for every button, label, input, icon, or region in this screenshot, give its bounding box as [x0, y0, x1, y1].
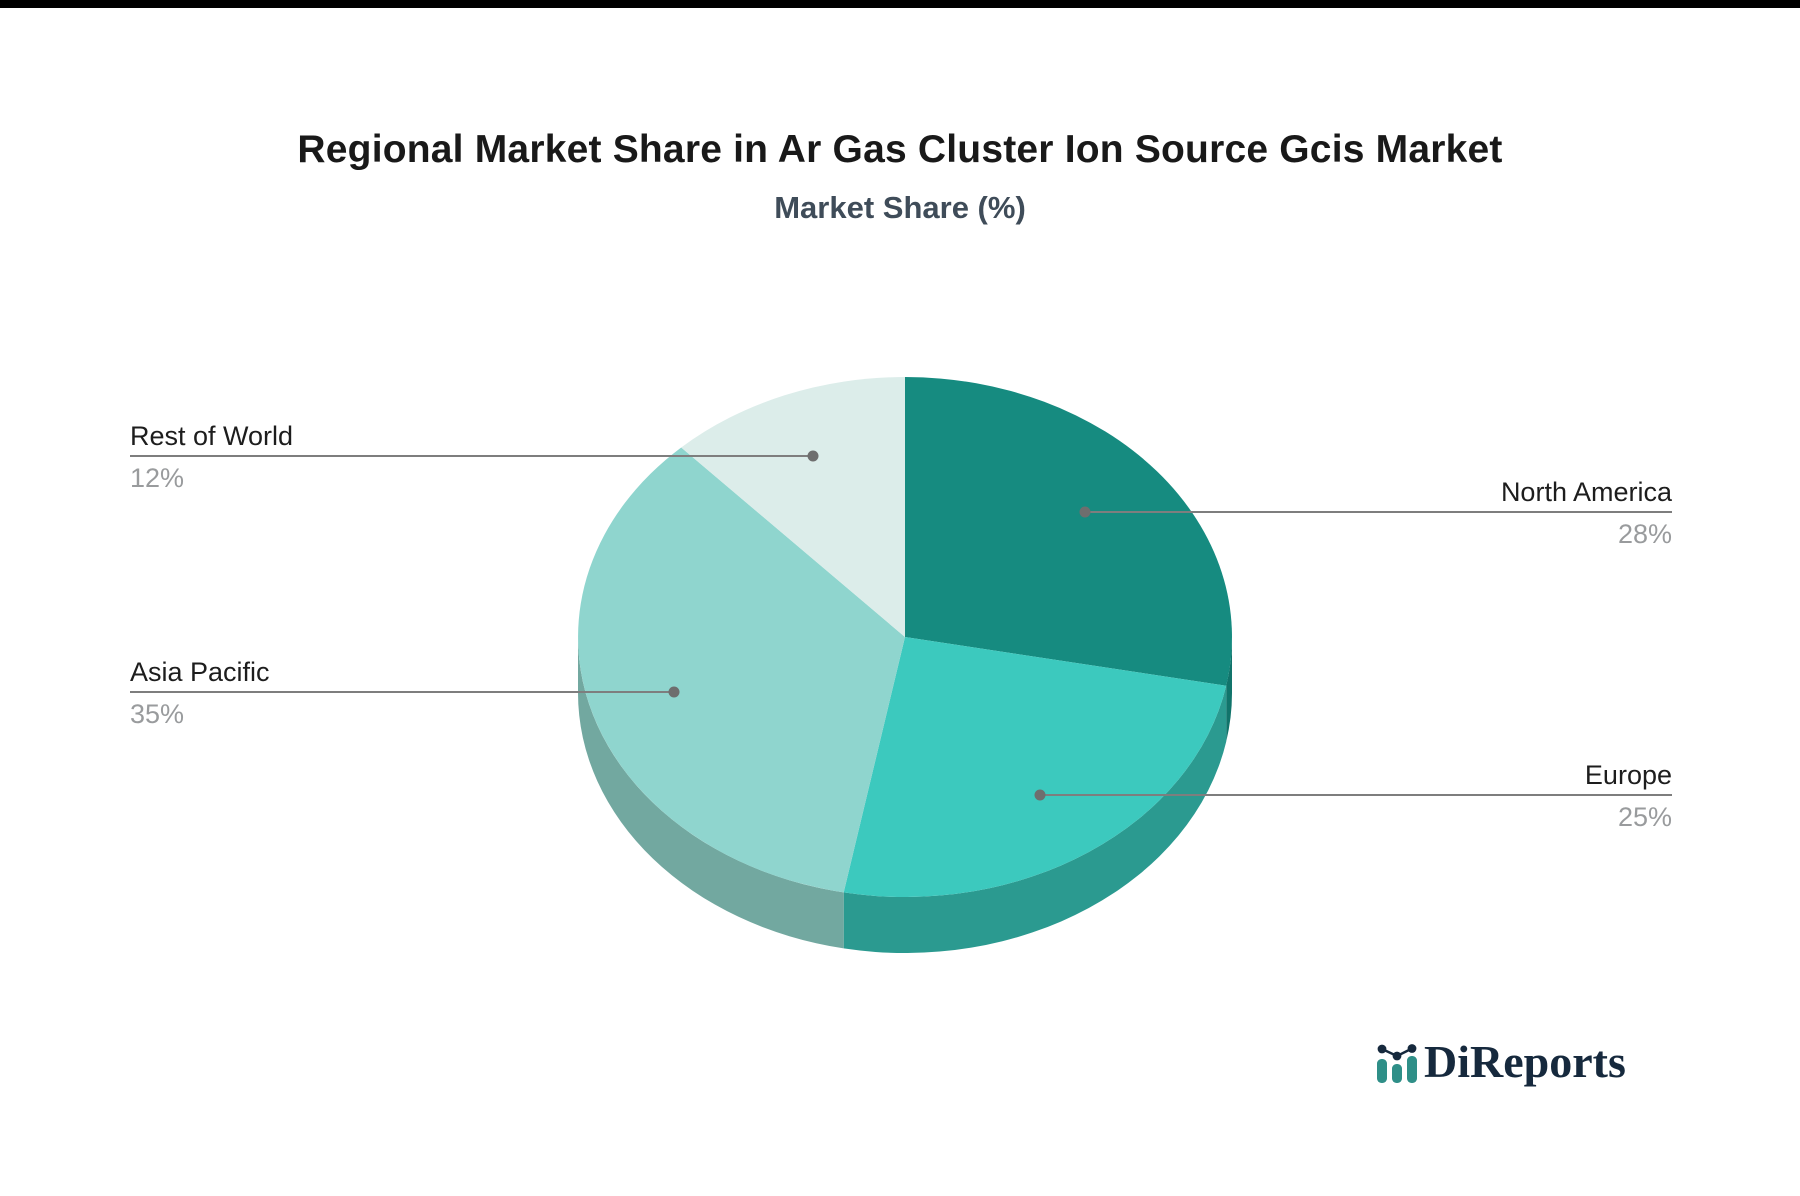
slice-value-europe: 25% — [1617, 802, 1672, 832]
chart-subtitle: Market Share (%) — [774, 190, 1026, 225]
window-top-edge — [0, 0, 1800, 8]
pie-slice-rest-of-world[interactable] — [681, 377, 905, 637]
leader-dot-asia-pacific — [668, 686, 680, 698]
slice-label-asia-pacific: Asia Pacific — [130, 657, 270, 687]
brand-logo-text: DiReports — [1424, 1036, 1626, 1087]
slice-label-europe: Europe — [1584, 760, 1672, 790]
slice-value-rest-of-world: 12% — [130, 463, 185, 493]
pie-slice-europe[interactable] — [843, 637, 1227, 898]
slice-value-asia-pacific: 35% — [130, 699, 185, 729]
slice-label-rest-of-world: Rest of World — [130, 421, 294, 451]
leader-dot-europe — [1034, 789, 1046, 801]
pie-slice-side-europe — [843, 685, 1227, 954]
slice-value-north-america: 28% — [1617, 519, 1672, 549]
trend-bar-chart-icon — [1377, 1044, 1417, 1083]
pie-slice-side-asia-pacific — [578, 637, 844, 949]
pie-slice-north-america[interactable] — [905, 377, 1232, 686]
leader-dot-north-america — [1079, 506, 1091, 518]
chart-title: Regional Market Share in Ar Gas Cluster … — [297, 128, 1503, 171]
pie-slice-side-north-america — [1226, 637, 1232, 742]
pie-slice-asia-pacific[interactable] — [578, 447, 905, 893]
leader-dot-rest-of-world — [807, 450, 819, 462]
brand-logo: DiReports — [1376, 1038, 1626, 1086]
slice-label-north-america: North America — [1500, 477, 1672, 507]
